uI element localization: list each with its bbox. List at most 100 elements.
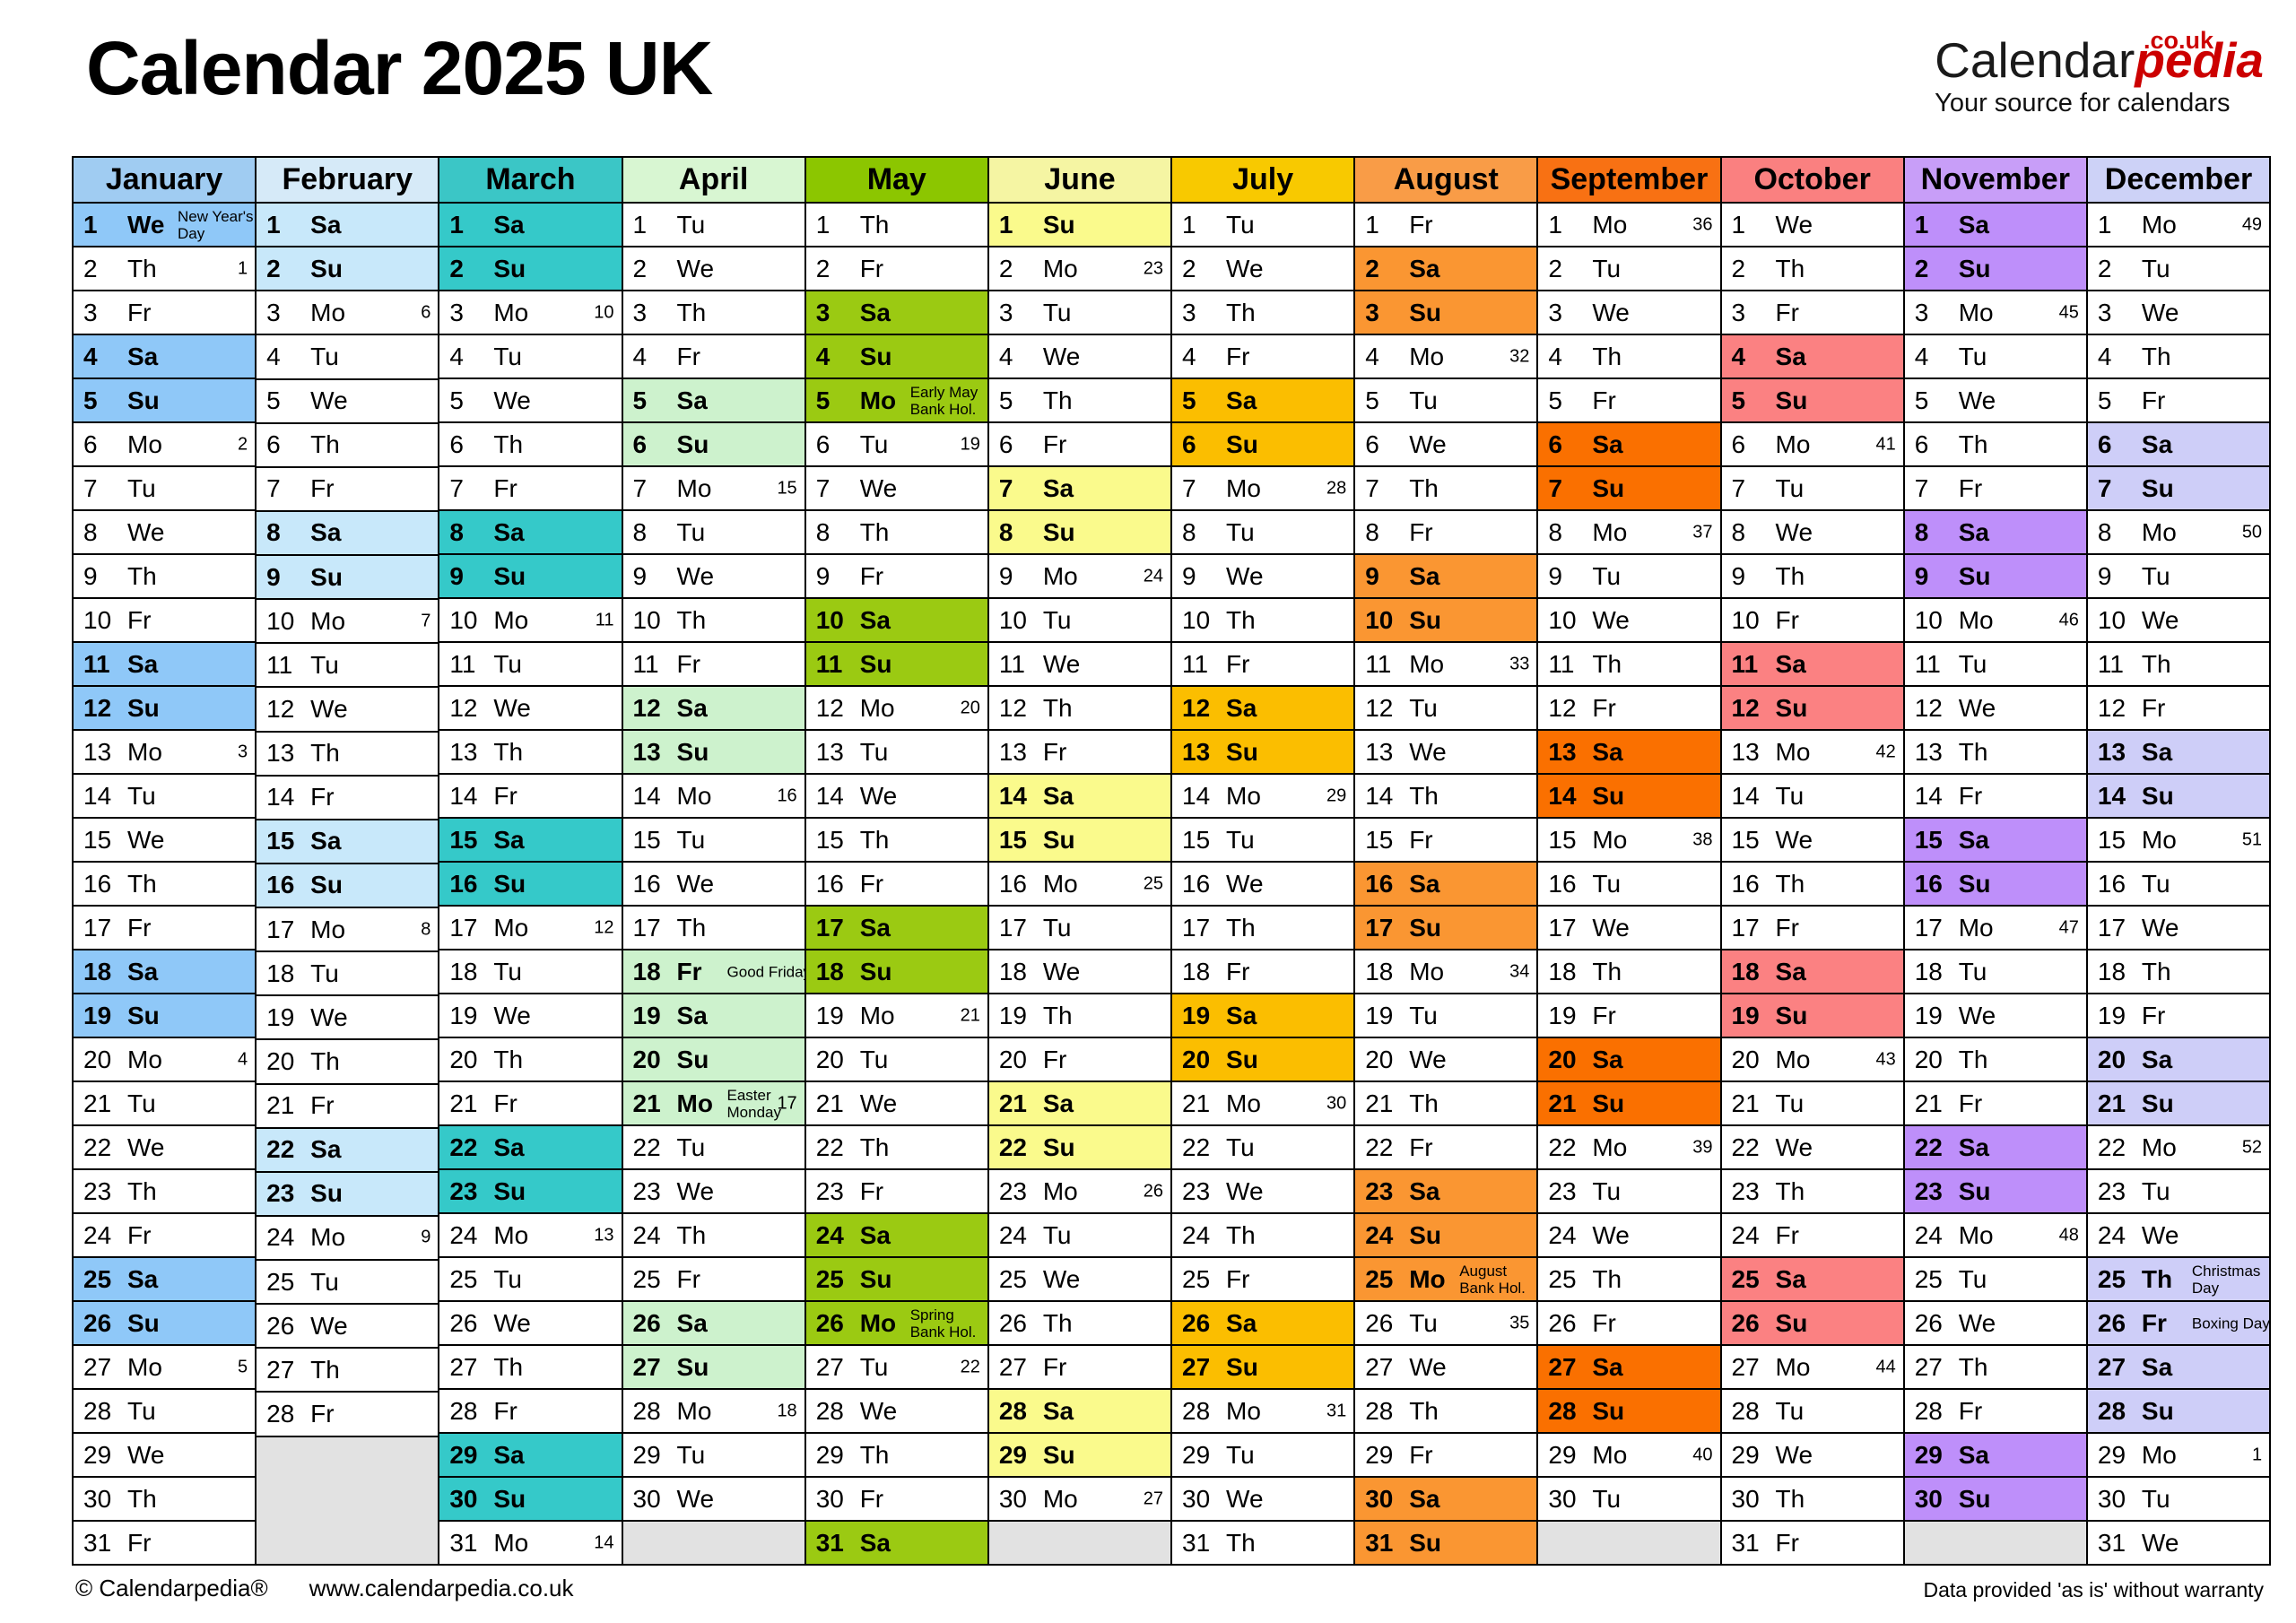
day-number: 9 bbox=[1914, 561, 1929, 590]
weekday-abbrev: Th bbox=[493, 1352, 524, 1381]
day-cell: 14 Fr bbox=[439, 775, 622, 819]
day-number: 21 bbox=[815, 1089, 844, 1117]
week-number: 14 bbox=[594, 1532, 614, 1552]
day-number: 11 bbox=[1731, 649, 1759, 678]
weekday-abbrev: We bbox=[676, 869, 715, 898]
day-cell: 28 Fr bbox=[257, 1393, 439, 1437]
weekday-abbrev: Tu bbox=[2141, 1484, 2170, 1513]
day-number: 11 bbox=[1365, 649, 1392, 678]
day-number: 5 bbox=[815, 386, 831, 414]
day-number: 27 bbox=[83, 1352, 112, 1381]
week-number: 30 bbox=[1326, 1093, 1347, 1113]
day-number: 8 bbox=[1914, 517, 1929, 546]
weekday-abbrev: Su bbox=[1042, 825, 1075, 854]
day-cell: 21 Su bbox=[1538, 1082, 1720, 1126]
weekday-abbrev: Th bbox=[1042, 1001, 1073, 1029]
weekday-abbrev: Th bbox=[2141, 1264, 2173, 1293]
week-number: 38 bbox=[1692, 829, 1713, 849]
day-number: 7 bbox=[449, 473, 464, 502]
day-number: 7 bbox=[1914, 473, 1929, 502]
day-cell: 4 Fr bbox=[622, 335, 804, 379]
month-header: January bbox=[74, 156, 256, 204]
weekday-abbrev: Fr bbox=[1226, 1264, 1250, 1293]
day-number: 27 bbox=[449, 1352, 478, 1381]
weekday-abbrev: Su bbox=[1958, 254, 1991, 282]
empty-cells bbox=[622, 1522, 804, 1566]
day-cell: 31 Mo 14 bbox=[439, 1522, 622, 1566]
weekday-abbrev: Tu bbox=[127, 1396, 156, 1425]
day-number: 24 bbox=[998, 1220, 1028, 1249]
day-cell: 5 Mo Early May Bank Hol. bbox=[805, 379, 987, 423]
day-cell: 31 Fr bbox=[74, 1522, 256, 1566]
day-number: 19 bbox=[1914, 1001, 1943, 1029]
weekday-abbrev: Tu bbox=[2141, 869, 2170, 898]
day-cell: 28 Sa bbox=[988, 1390, 1171, 1434]
day-number: 9 bbox=[83, 561, 98, 590]
day-cell: 28 Tu bbox=[1721, 1390, 1903, 1434]
day-number: 4 bbox=[815, 342, 831, 370]
weekday-abbrev: Mo bbox=[493, 1220, 529, 1249]
weekday-abbrev: Tu bbox=[1042, 1220, 1072, 1249]
day-number: 16 bbox=[1182, 869, 1211, 898]
day-number: 28 bbox=[1365, 1396, 1394, 1425]
day-cell: 29 Sa bbox=[439, 1434, 622, 1478]
weekday-abbrev: We bbox=[1226, 1484, 1264, 1513]
day-cell: 19 Fr bbox=[1538, 994, 1720, 1038]
day-cell: 29 Th bbox=[805, 1434, 987, 1478]
day-number: 2 bbox=[815, 254, 831, 282]
day-cell: 21 We bbox=[805, 1082, 987, 1126]
day-cell: 5 Su bbox=[74, 379, 256, 423]
day-number: 3 bbox=[1365, 298, 1379, 326]
day-cell: 17 Mo 8 bbox=[257, 908, 439, 953]
day-cell: 20 Su bbox=[1172, 1038, 1354, 1082]
day-cell: 15 Th bbox=[805, 819, 987, 863]
logo-tagline: Your source for calendars bbox=[1935, 89, 2231, 117]
day-number: 8 bbox=[2097, 517, 2112, 546]
month-header: April bbox=[622, 156, 804, 204]
day-number: 21 bbox=[1548, 1089, 1577, 1117]
day-number: 28 bbox=[998, 1396, 1028, 1425]
day-number: 3 bbox=[998, 298, 1013, 326]
weekday-abbrev: Tu bbox=[859, 737, 889, 766]
weekday-abbrev: We bbox=[1226, 1176, 1264, 1205]
day-number: 25 bbox=[632, 1264, 661, 1293]
day-number: 24 bbox=[266, 1223, 295, 1252]
day-number: 20 bbox=[1182, 1045, 1211, 1073]
weekday-abbrev: Sa bbox=[493, 1440, 525, 1469]
day-number: 17 bbox=[449, 913, 478, 942]
day-number: 20 bbox=[632, 1045, 661, 1073]
holiday-label: Easter Monday bbox=[726, 1086, 781, 1121]
weekday-abbrev: Su bbox=[493, 254, 526, 282]
weekday-abbrev: We bbox=[493, 693, 531, 722]
day-number: 27 bbox=[1914, 1352, 1943, 1381]
day-number: 7 bbox=[1731, 473, 1746, 502]
week-number: 5 bbox=[238, 1357, 248, 1376]
day-cell: 30 Tu bbox=[2087, 1478, 2270, 1522]
day-cell: 12 Mo 20 bbox=[805, 687, 987, 731]
day-number: 5 bbox=[1182, 386, 1196, 414]
day-cell: 5 We bbox=[439, 379, 622, 423]
weekday-abbrev: Tu bbox=[1775, 1396, 1805, 1425]
day-cell: 3 Tu bbox=[988, 291, 1171, 335]
day-cell: 6 Mo 41 bbox=[1721, 423, 1903, 467]
day-cell: 24 Sa bbox=[805, 1214, 987, 1258]
day-cell: 7 Tu bbox=[1721, 467, 1903, 511]
day-cell: 27 Sa bbox=[1538, 1346, 1720, 1390]
weekday-abbrev: Su bbox=[2141, 1089, 2174, 1117]
day-cell: 30 Tu bbox=[1538, 1478, 1720, 1522]
weekday-abbrev: Su bbox=[310, 1179, 343, 1208]
day-cell: 17 We bbox=[1538, 907, 1720, 950]
weekday-abbrev: Mo bbox=[127, 737, 162, 766]
day-cell: 20 We bbox=[1355, 1038, 1537, 1082]
day-cell: 23 We bbox=[1172, 1170, 1354, 1214]
day-number: 26 bbox=[1914, 1308, 1943, 1337]
day-cell: 22 Tu bbox=[1172, 1126, 1354, 1170]
weekday-abbrev: Fr bbox=[676, 342, 700, 370]
day-number: 19 bbox=[1548, 1001, 1577, 1029]
day-cell: 18 Fr Good Friday bbox=[622, 950, 811, 994]
day-cell: 13 Th bbox=[1904, 731, 2086, 775]
weekday-abbrev: We bbox=[310, 694, 348, 723]
weekday-abbrev: Sa bbox=[1042, 1089, 1074, 1117]
day-cell: 16 Su bbox=[1904, 863, 2086, 907]
week-number: 48 bbox=[2058, 1225, 2079, 1245]
